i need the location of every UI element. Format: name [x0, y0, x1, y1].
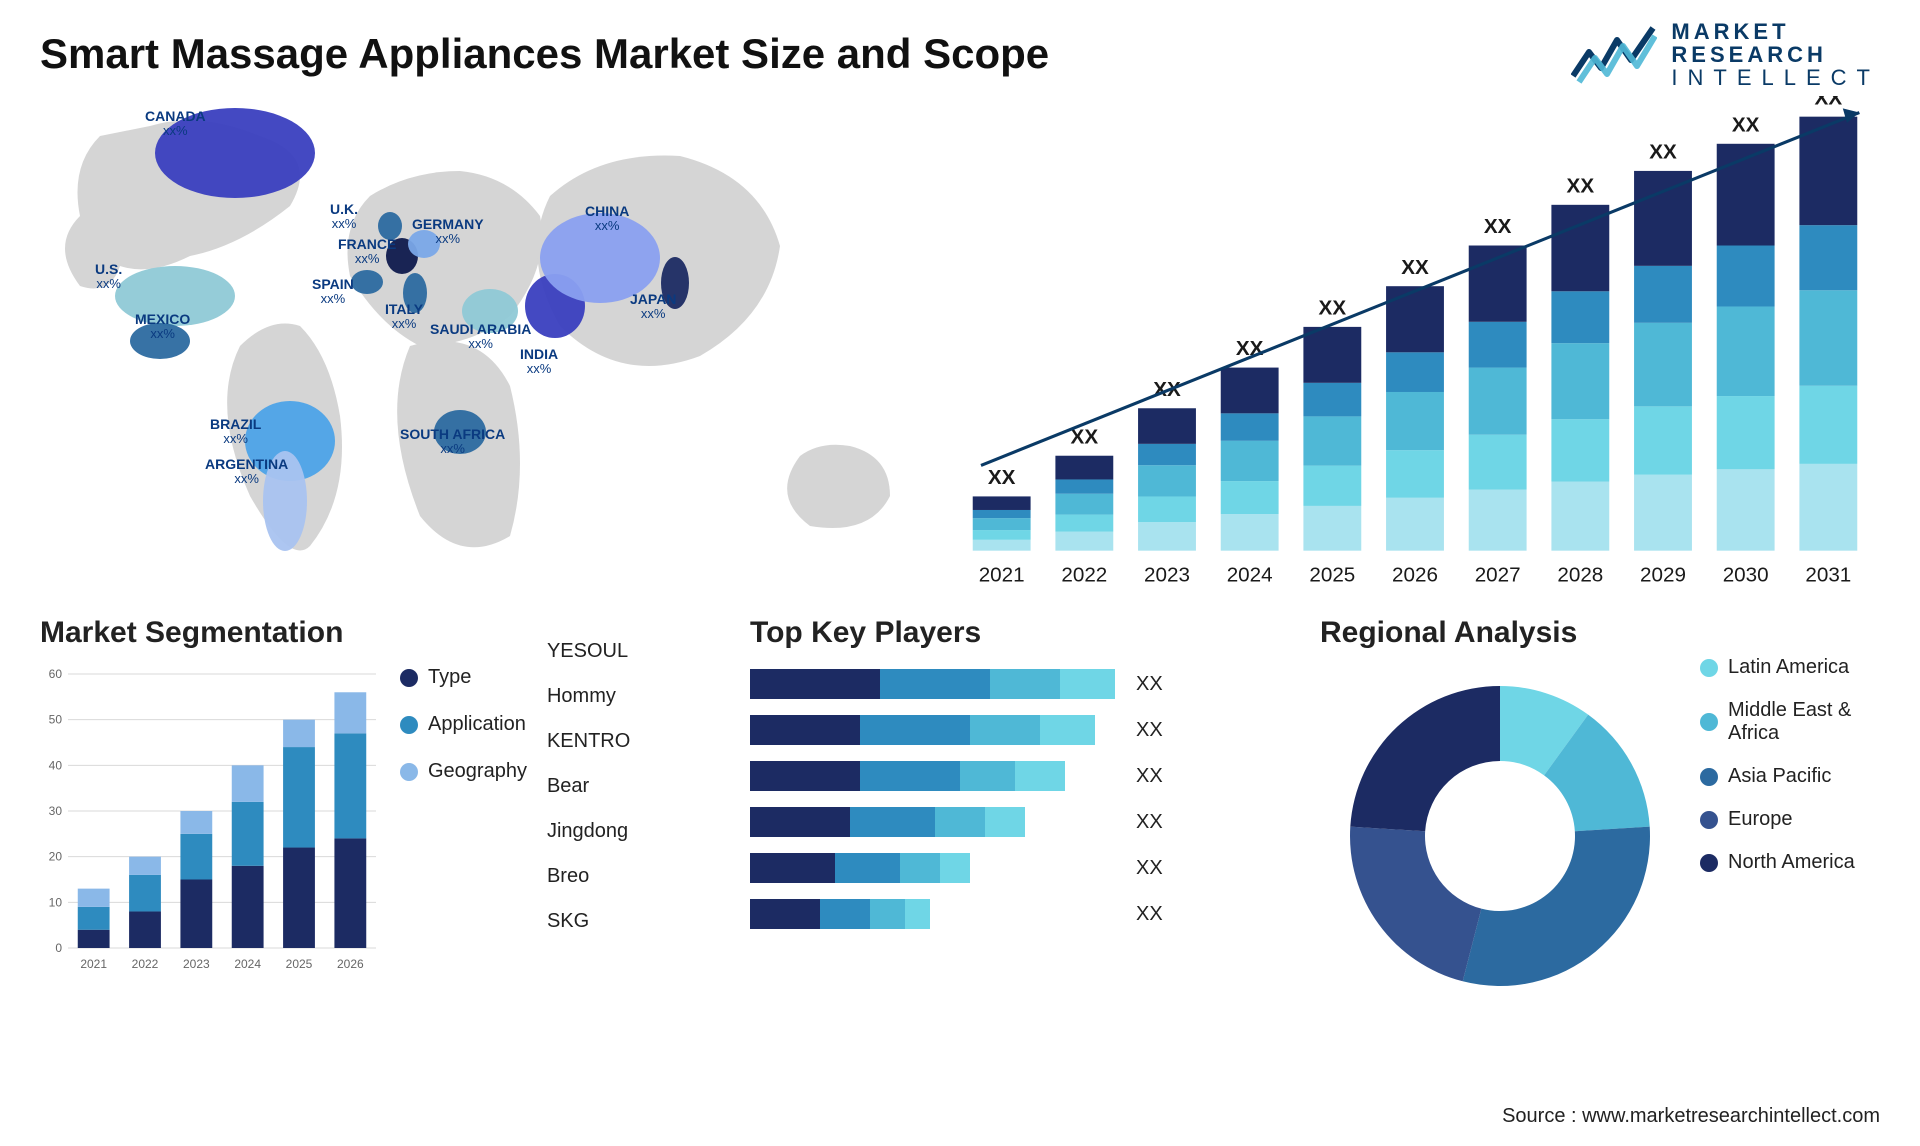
- segmentation-chart: 0 10 20 30 40 50 60 2021 2022 2023 2024 2025 2026: [40, 666, 380, 976]
- svg-text:40: 40: [49, 758, 63, 772]
- map-label: SAUDI ARABIAxx%: [430, 321, 531, 352]
- svg-text:10: 10: [49, 895, 63, 909]
- map-label: BRAZILxx%: [210, 416, 261, 447]
- map-label: SOUTH AFRICAxx%: [400, 426, 505, 457]
- key-player-bar: XX: [750, 804, 1290, 840]
- growth-chart-svg: XX 2021 XX 2022 XX 2023 XX 2024 XX 2025 XX 2026 XX 20…: [950, 96, 1880, 592]
- svg-text:2023: 2023: [1144, 564, 1190, 587]
- logo-line3: INTELLECT: [1671, 66, 1880, 89]
- player-name: Breo: [547, 865, 687, 888]
- svg-text:2021: 2021: [80, 957, 107, 971]
- map-label: CANADAxx%: [145, 108, 206, 139]
- legend-item: Europe: [1700, 808, 1880, 831]
- svg-text:XX: XX: [1319, 296, 1347, 319]
- legend-item: Asia Pacific: [1700, 765, 1880, 788]
- map-label: U.S.xx%: [95, 261, 122, 292]
- legend-item: Geography: [400, 760, 527, 783]
- key-player-bar: XX: [750, 850, 1290, 886]
- segmentation-title: Market Segmentation: [40, 616, 380, 650]
- svg-text:2021: 2021: [979, 564, 1025, 587]
- legend-item: Application: [400, 713, 527, 736]
- legend-item: Type: [400, 666, 527, 689]
- company-logo: MARKET RESEARCH INTELLECT: [1571, 20, 1880, 89]
- key-player-value: XX: [1136, 857, 1163, 880]
- svg-text:2022: 2022: [1061, 564, 1107, 587]
- svg-text:2026: 2026: [1392, 564, 1438, 587]
- key-players-panel: Top Key Players XX XX XX XX XX XX: [750, 616, 1290, 1006]
- svg-text:60: 60: [49, 667, 63, 681]
- regional-legend: Latin America Middle East & Africa Asia Pa…: [1700, 616, 1880, 894]
- player-name: Hommy: [547, 685, 687, 708]
- segmentation-players: YESOUL Hommy KENTRO Bear Jingdong Breo SKG: [547, 616, 687, 1006]
- svg-text:XX: XX: [1567, 174, 1595, 197]
- growth-chart: XX2021XX2022XX2023XX2024XX2025XX2026XX20…: [950, 96, 1880, 576]
- svg-text:XX: XX: [1484, 215, 1512, 238]
- svg-text:20: 20: [49, 850, 63, 864]
- player-name: YESOUL: [547, 640, 687, 663]
- svg-text:2025: 2025: [1309, 564, 1355, 587]
- map-label: SPAINxx%: [312, 276, 354, 307]
- svg-text:2024: 2024: [1227, 564, 1273, 587]
- key-player-bar: XX: [750, 666, 1290, 702]
- key-player-value: XX: [1136, 903, 1163, 926]
- svg-text:XX: XX: [1401, 256, 1429, 279]
- map-label: JAPANxx%: [630, 291, 676, 322]
- logo-line1: MARKET: [1671, 20, 1880, 43]
- regional-title: Regional Analysis: [1320, 616, 1680, 650]
- svg-text:2031: 2031: [1805, 564, 1851, 587]
- map-label: U.K.xx%: [330, 201, 358, 232]
- svg-text:2030: 2030: [1723, 564, 1769, 587]
- svg-text:2029: 2029: [1640, 564, 1686, 587]
- key-player-bar: XX: [750, 896, 1290, 932]
- svg-text:XX: XX: [988, 466, 1016, 489]
- legend-item: Middle East & Africa: [1700, 699, 1880, 745]
- player-name: Bear: [547, 775, 687, 798]
- svg-text:2028: 2028: [1557, 564, 1603, 587]
- svg-text:30: 30: [49, 804, 63, 818]
- map-label: GERMANYxx%: [412, 216, 484, 247]
- player-name: Jingdong: [547, 820, 687, 843]
- key-player-bar: XX: [750, 712, 1290, 748]
- logo-mark-icon: [1571, 22, 1657, 88]
- svg-text:0: 0: [55, 941, 62, 955]
- player-name: KENTRO: [547, 730, 687, 753]
- logo-line2: RESEARCH: [1671, 43, 1880, 66]
- svg-text:2022: 2022: [132, 957, 159, 971]
- svg-text:2027: 2027: [1475, 564, 1521, 587]
- key-players-title: Top Key Players: [750, 616, 1290, 650]
- segmentation-panel: Market Segmentation 0 10 20 30 40 50 60 2021 202…: [40, 616, 720, 1006]
- key-player-value: XX: [1136, 719, 1163, 742]
- world-map: CANADAxx% U.S.xx% MEXICOxx% BRAZILxx% ARGENT…: [40, 96, 910, 576]
- regional-panel: Regional Analysis Latin America Middle Ea…: [1320, 616, 1880, 1006]
- map-label: ARGENTINAxx%: [205, 456, 288, 487]
- key-player-value: XX: [1136, 811, 1163, 834]
- source-text: Source : www.marketresearchintellect.com: [1502, 1105, 1880, 1128]
- regional-donut: [1320, 666, 1680, 1006]
- svg-text:XX: XX: [1732, 113, 1760, 136]
- map-label: INDIAxx%: [520, 346, 558, 377]
- svg-text:XX: XX: [1815, 96, 1843, 109]
- legend-item: Latin America: [1700, 656, 1880, 679]
- key-player-value: XX: [1136, 765, 1163, 788]
- key-player-value: XX: [1136, 673, 1163, 696]
- svg-text:50: 50: [49, 713, 63, 727]
- map-label: CHINAxx%: [585, 203, 629, 234]
- map-label: FRANCExx%: [338, 236, 396, 267]
- svg-text:2026: 2026: [337, 957, 364, 971]
- legend-item: North America: [1700, 851, 1880, 874]
- player-name: SKG: [547, 910, 687, 933]
- map-label: ITALYxx%: [385, 301, 423, 332]
- key-player-bar: XX: [750, 758, 1290, 794]
- svg-text:2024: 2024: [234, 957, 261, 971]
- svg-text:XX: XX: [1649, 141, 1677, 164]
- key-players-bars: XX XX XX XX XX XX: [750, 666, 1290, 932]
- svg-text:2023: 2023: [183, 957, 210, 971]
- segmentation-legend: Type Application Geography: [400, 616, 527, 1006]
- map-label: MEXICOxx%: [135, 311, 190, 342]
- svg-text:2025: 2025: [286, 957, 313, 971]
